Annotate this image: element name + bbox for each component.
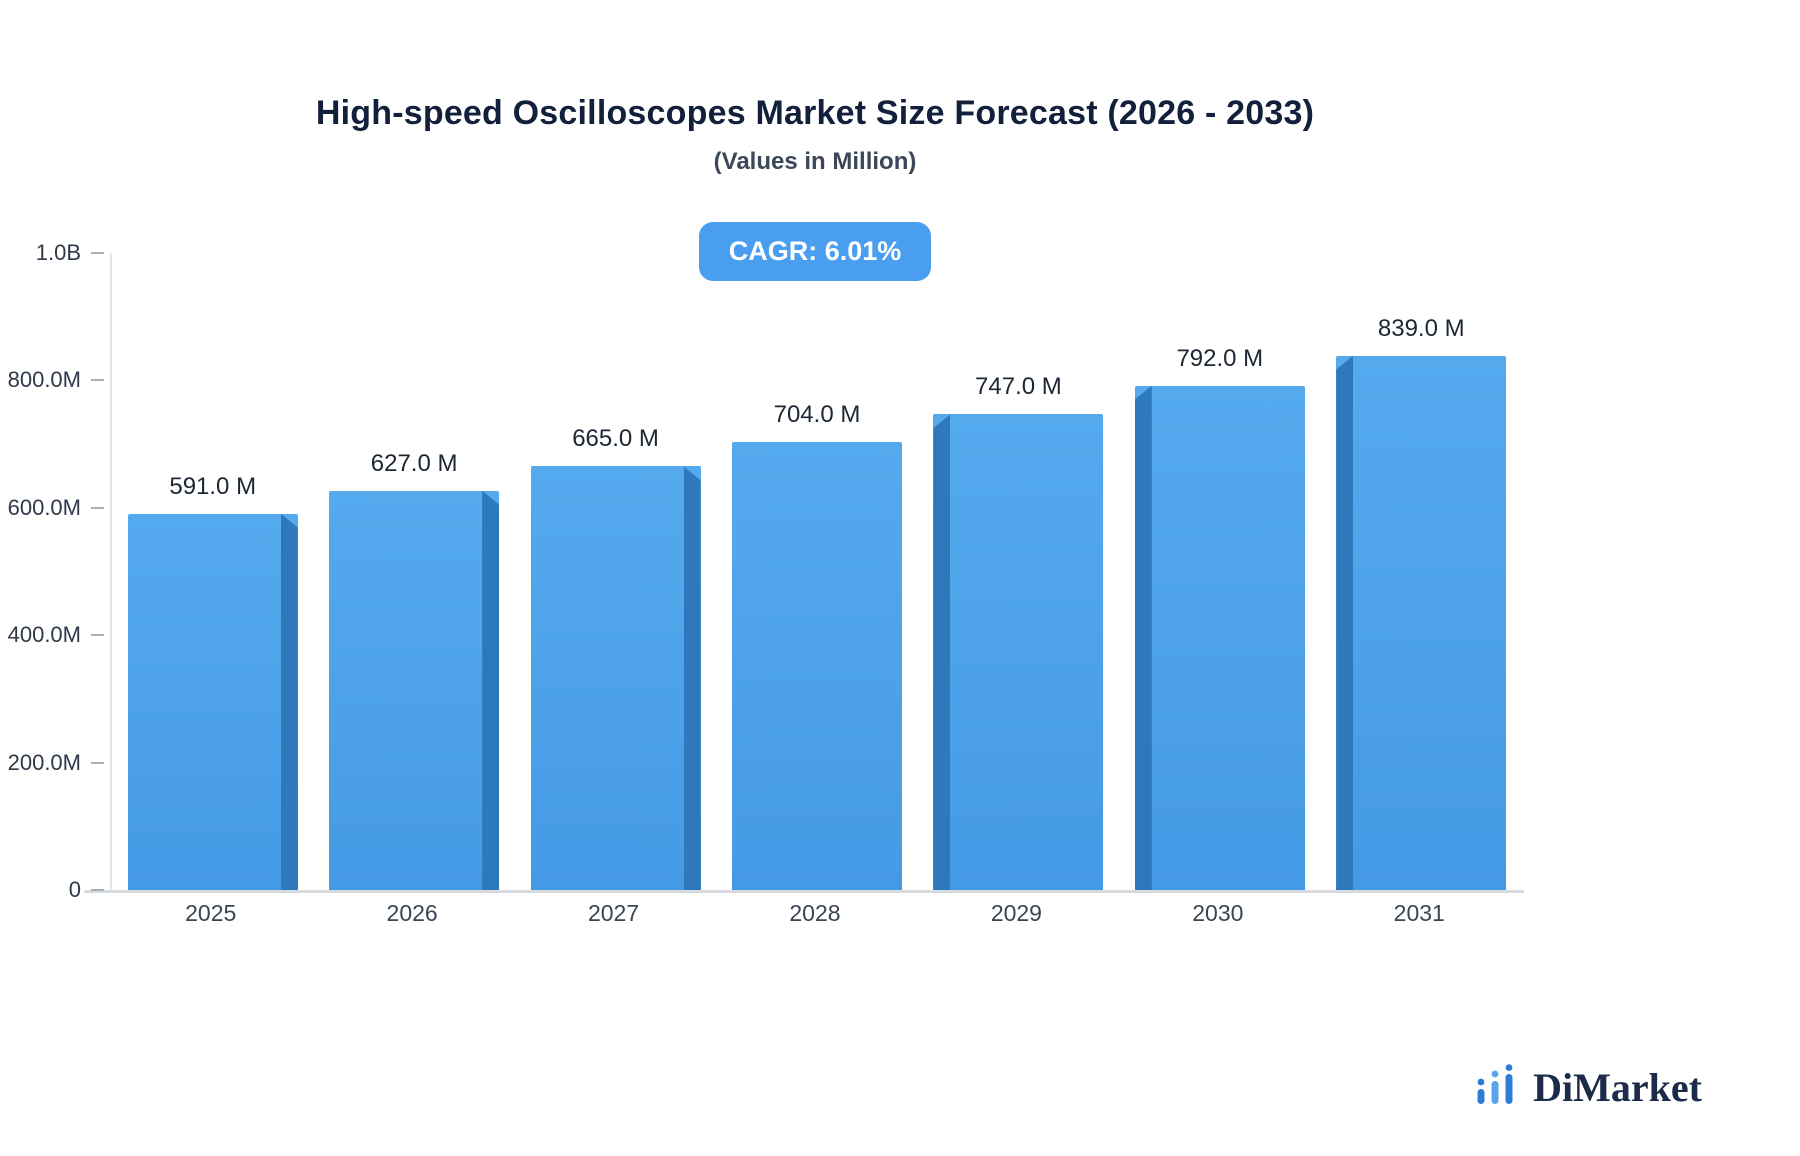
y-axis-tick-label: 600.0M [7, 494, 81, 520]
cagr-badge-wrap: CAGR: 6.01% [0, 222, 1630, 281]
bar-value-label-2027: 665.0 M [572, 425, 659, 453]
chart-subtitle: (Values in Million) [713, 148, 917, 175]
y-axis-tick-mark [91, 761, 104, 764]
bar-slot-2027: 665.0 M [515, 253, 716, 890]
y-axis-tick-200.0M: 200.0M [8, 750, 104, 776]
dimarket-logo[interactable]: DiMarket [1473, 1064, 1702, 1108]
cagr-badge: CAGR: 6.01% [698, 222, 932, 281]
bar-2029[interactable] [933, 414, 1104, 890]
x-axis-label-2027: 2027 [587, 900, 640, 926]
bar-value-label-2029: 747.0 M [975, 373, 1062, 401]
y-axis-tick-0: 0 [69, 877, 104, 903]
x-axis-label-2028: 2028 [789, 900, 841, 926]
bar-slot-2025: 591.0 M [112, 253, 313, 890]
y-axis-tick-400.0M: 400.0M [8, 622, 104, 648]
bar-value-label-2026: 627.0 M [370, 449, 458, 477]
plot-area: 591.0 M 627.0 M 665.0 M 704.0 M 747.0 M 792.0… [8, 240, 1524, 902]
bar-2030[interactable] [1134, 385, 1305, 890]
x-axis-labels: 2025 2026 2027 2028 2029 2030 2031 [110, 900, 1520, 927]
bar-side-shade [1336, 355, 1354, 890]
bar-slot-2026: 627.0 M [313, 253, 514, 890]
y-axis-tick-label: 200.0M [7, 749, 81, 775]
bar-2025[interactable] [127, 513, 298, 890]
y-axis-tick-mark [91, 506, 104, 509]
y-axis-tick-mark [91, 379, 104, 382]
bar-slot-2029: 747.0 M [918, 253, 1119, 890]
bar-side-shade [933, 414, 951, 890]
bar-side-shade [683, 466, 701, 890]
page-title: High-speed Oscilloscopes Market Size For… [315, 94, 1315, 132]
bar-value-label-2030: 792.0 M [1176, 344, 1264, 372]
y-axis-tick-label: 400.0M [7, 622, 81, 648]
y-axis-tick-1.0B: 1.0B [36, 240, 104, 266]
x-axis-label-2026: 2026 [386, 900, 438, 926]
bar-2028[interactable] [731, 441, 902, 890]
y-axis-tick-mark [91, 889, 104, 891]
bar-slot-2028: 704.0 M [716, 253, 917, 890]
bar-slot-2030: 792.0 M [1119, 253, 1320, 890]
x-axis-label-2025: 2025 [185, 900, 237, 926]
y-axis-tick-label: 1.0B [35, 240, 81, 265]
bar-side-shade [482, 490, 500, 890]
bar-value-label-2025: 591.0 M [169, 472, 257, 500]
bar-value-label-2028: 704.0 M [773, 400, 861, 428]
bar-slot-2031: 839.0 M [1321, 253, 1522, 890]
bar-side-shade [280, 513, 298, 890]
y-axis-tick-800.0M: 800.0M [8, 367, 104, 393]
bar-chart-icon [1473, 1064, 1519, 1108]
y-axis-tick-label: 800.0M [7, 367, 81, 393]
bar-side-shade [1134, 385, 1152, 890]
y-axis-tick-600.0M: 600.0M [8, 495, 104, 521]
y-axis-tick-mark [91, 634, 104, 637]
y-axis-tick-label: 0 [68, 877, 81, 902]
x-axis-label-2031: 2031 [1393, 900, 1445, 926]
x-axis-line [84, 890, 1524, 893]
x-axis-label-2029: 2029 [990, 900, 1042, 926]
bars: 591.0 M 627.0 M 665.0 M 704.0 M 747.0 M 792.0… [112, 253, 1522, 890]
dimarket-logo-text: DiMarket [1533, 1065, 1702, 1110]
bar-2027[interactable] [530, 466, 701, 890]
x-axis-label-2030: 2030 [1192, 900, 1244, 926]
bar-2031[interactable] [1336, 355, 1507, 890]
bar-2026[interactable] [329, 490, 500, 890]
bar-value-label-2031: 839.0 M [1377, 314, 1465, 342]
y-axis-tick-mark [91, 252, 104, 254]
